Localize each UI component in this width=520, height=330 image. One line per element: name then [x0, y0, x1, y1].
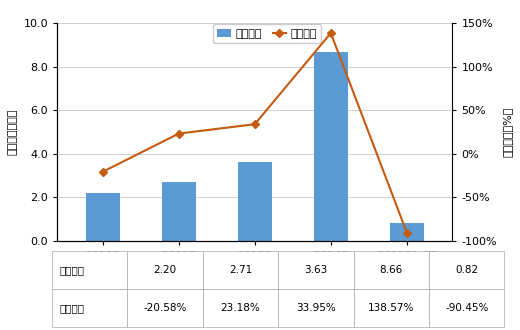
Y-axis label: 进口数量（吨）: 进口数量（吨）: [8, 109, 18, 155]
Bar: [238, 162, 272, 241]
Y-axis label: 同比增速（%）: 同比增速（%）: [503, 107, 513, 157]
Bar: [86, 193, 120, 241]
Bar: [162, 182, 196, 241]
Legend: 进口数量, 同比增长: 进口数量, 同比增长: [213, 24, 321, 43]
Bar: [314, 52, 348, 241]
Bar: [389, 223, 424, 241]
